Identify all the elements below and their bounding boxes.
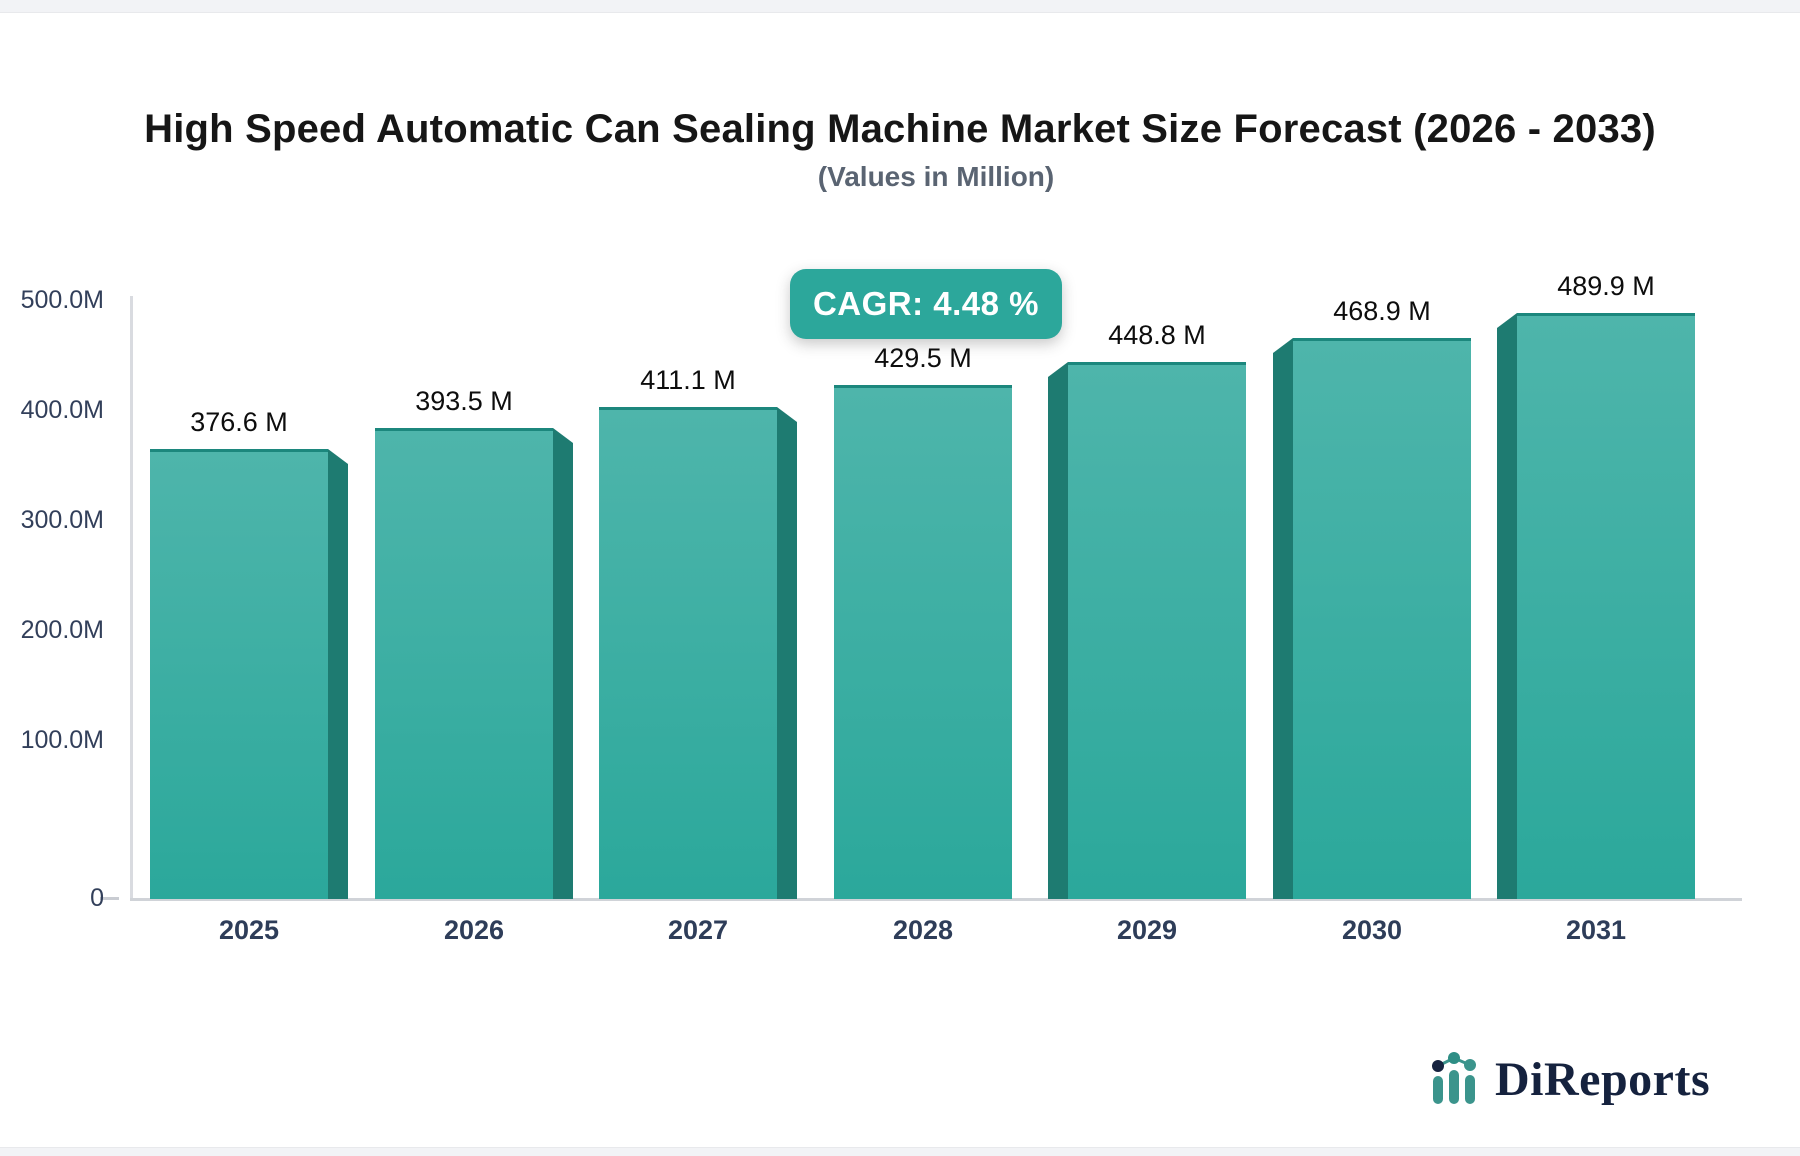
direports-logo-text: DiReports <box>1495 1052 1711 1106</box>
bar-value-label-2028: 429.5 M <box>874 343 972 373</box>
y-axis-line <box>130 296 133 900</box>
x-axis-label-2030: 2030 <box>1341 915 1403 945</box>
x-axis-label-2027: 2027 <box>667 915 729 945</box>
bar-value-label-2027: 411.1 M <box>640 365 736 395</box>
bar-2031 <box>1517 313 1695 899</box>
zero-tick-mark <box>100 897 119 900</box>
bar-3d-side-2025 <box>328 449 348 899</box>
cagr-badge: CAGR: 4.48 % <box>790 269 1062 339</box>
y-axis-tick-label: 400.0M <box>20 396 104 424</box>
x-axis-label-2026: 2026 <box>443 915 505 945</box>
bar-3d-side-2030 <box>1273 338 1293 899</box>
cagr-badge-label: CAGR: 4.48 % <box>812 285 1040 322</box>
bar-3d-side-2029 <box>1048 362 1068 899</box>
chart-card: High Speed Automatic Can Sealing Machine… <box>0 12 1800 1148</box>
bar-2027 <box>599 407 777 899</box>
direports-logo-icon <box>1432 1052 1476 1104</box>
bar-3d-side-2027 <box>777 407 797 899</box>
bar-3d-side-2031 <box>1497 313 1517 899</box>
x-axis-baseline <box>130 898 1742 901</box>
x-axis-label-2025: 2025 <box>218 915 280 945</box>
bar-2025 <box>150 449 328 899</box>
bar-value-label-2025: 376.6 M <box>190 407 288 437</box>
x-axis-label-2028: 2028 <box>892 915 954 945</box>
x-axis-label-2029: 2029 <box>1116 915 1178 945</box>
bar-2026 <box>375 428 553 899</box>
direports-logo: DiReports <box>1425 1043 1725 1115</box>
bar-value-label-2031: 489.9 M <box>1557 271 1655 301</box>
chart-title: High Speed Automatic Can Sealing Machine… <box>144 107 1656 151</box>
bar-value-label-2026: 393.5 M <box>415 386 513 416</box>
y-axis-tick-label: 500.0M <box>20 286 104 314</box>
bar-3d-side-2026 <box>553 428 573 899</box>
y-axis-tick-label: 100.0M <box>20 726 104 754</box>
y-axis-tick-label: 300.0M <box>20 506 104 534</box>
x-axis-label-2031: 2031 <box>1565 915 1627 945</box>
y-axis-tick-label: 0 <box>90 884 104 912</box>
y-axis-tick-label: 200.0M <box>20 616 104 644</box>
bar-value-label-2029: 448.8 M <box>1108 320 1206 350</box>
bar-2030 <box>1293 338 1471 899</box>
bar-value-label-2030: 468.9 M <box>1333 296 1431 326</box>
bar-2028 <box>834 385 1012 899</box>
chart-subtitle: (Values in Million) <box>817 161 1055 192</box>
bar-2029 <box>1068 362 1246 899</box>
